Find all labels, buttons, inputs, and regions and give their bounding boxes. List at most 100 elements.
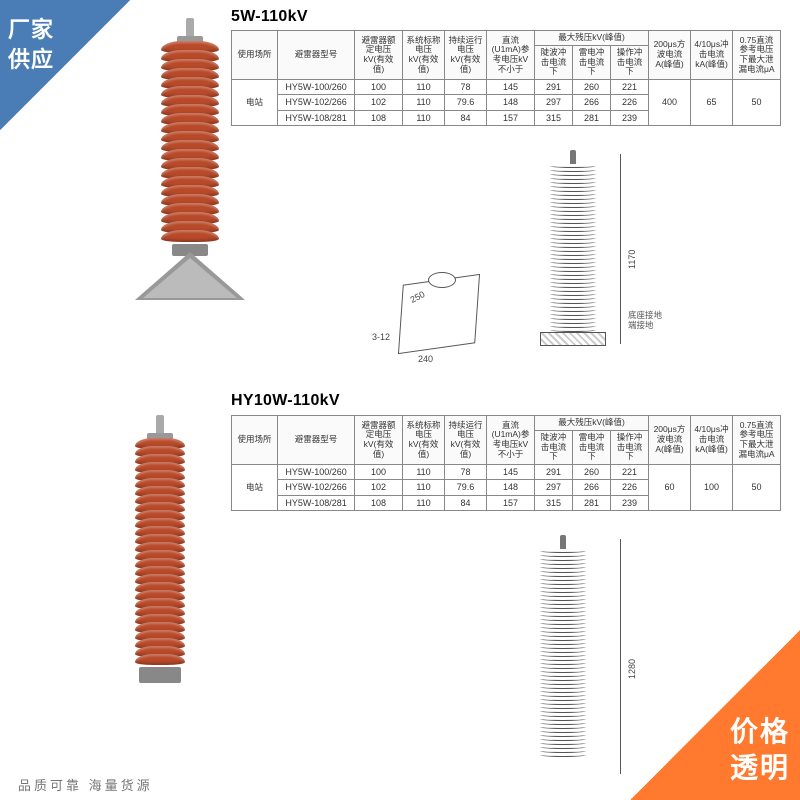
th-switch: 操作冲击电流下 xyxy=(611,430,649,464)
cell-steep: 291 xyxy=(535,80,573,95)
cell-rated: 102 xyxy=(355,480,403,495)
cell-place: 电站 xyxy=(232,80,278,126)
cell-rated: 108 xyxy=(355,495,403,510)
cell-place: 电站 xyxy=(232,465,278,511)
cell-switch: 239 xyxy=(611,110,649,125)
cell-model: HY5W-102/266 xyxy=(278,95,355,110)
price-badge: 价格 透明 xyxy=(630,630,800,800)
dim-width-240: 240 xyxy=(418,354,433,364)
cell-light: 281 xyxy=(573,110,611,125)
dim-hole: 3-12 xyxy=(372,332,390,342)
table-row: 电站HY5W-100/26010011078145291260221601005… xyxy=(232,465,781,480)
cell-switch: 221 xyxy=(611,80,649,95)
spec-table-2: 使用场所 避雷器型号 避雷器额定电压kV(有效值) 系统标称电压kV(有效值) … xyxy=(231,415,781,511)
diag-skirts-2 xyxy=(540,549,586,757)
cell-switch: 226 xyxy=(611,480,649,495)
arrester-tripod-base xyxy=(135,252,245,300)
cell-sys: 110 xyxy=(403,465,445,480)
cell-leak: 50 xyxy=(733,80,781,126)
cell-410: 65 xyxy=(691,80,733,126)
arrester-terminal xyxy=(186,18,194,36)
cell-dc: 145 xyxy=(487,465,535,480)
arrester-product-1 xyxy=(135,18,245,300)
cell-sq200: 400 xyxy=(649,80,691,126)
cell-steep: 315 xyxy=(535,495,573,510)
cell-model: HY5W-100/260 xyxy=(278,80,355,95)
cell-410: 100 xyxy=(691,465,733,511)
cell-light: 266 xyxy=(573,95,611,110)
cell-sys: 110 xyxy=(403,80,445,95)
cell-cont: 84 xyxy=(445,110,487,125)
cell-light: 260 xyxy=(573,465,611,480)
table-row: 电站HY5W-100/26010011078145291260221400655… xyxy=(232,80,781,95)
base-plate-cap xyxy=(428,272,456,288)
badge-br-line1: 价格 xyxy=(730,710,790,750)
cell-light: 260 xyxy=(573,80,611,95)
cell-model: HY5W-108/281 xyxy=(278,495,355,510)
cell-switch: 239 xyxy=(611,495,649,510)
badge-br-line2: 透明 xyxy=(730,746,790,786)
th-sq200: 200μs方波电流A(峰值) xyxy=(649,416,691,465)
cell-light: 281 xyxy=(573,495,611,510)
diag-terminal xyxy=(570,150,576,164)
th-dc: 直流(U1mA)参考电压kV不小于 xyxy=(487,416,535,465)
cell-rated: 100 xyxy=(355,465,403,480)
th-lightning: 雷电冲击电流下 xyxy=(573,430,611,464)
cell-sys: 110 xyxy=(403,480,445,495)
th-steep: 陡波冲击电流下 xyxy=(535,430,573,464)
cell-rated: 108 xyxy=(355,110,403,125)
th-cont: 持续运行电压kV(有效值) xyxy=(445,31,487,80)
cell-dc: 148 xyxy=(487,480,535,495)
cell-dc: 148 xyxy=(487,95,535,110)
cell-cont: 78 xyxy=(445,465,487,480)
th-sys: 系统标称电压kV(有效值) xyxy=(403,416,445,465)
diag-base xyxy=(540,332,606,346)
badge-tl-line2: 供应 xyxy=(8,42,54,74)
cell-model: HY5W-108/281 xyxy=(278,110,355,125)
arrester-terminal xyxy=(156,415,164,433)
cell-steep: 297 xyxy=(535,480,573,495)
arrester-skirts-1 xyxy=(161,44,219,242)
diagram-note: 底座接地端接地 xyxy=(628,310,668,330)
th-leak: 0.75直流参考电压下最大泄漏电流μA xyxy=(733,31,781,80)
arrester-square-base xyxy=(139,667,181,683)
th-410: 4/10μs冲击电流kA(峰值) xyxy=(691,416,733,465)
spec-table-1: 使用场所 避雷器型号 避雷器额定电压kV(有效值) 系统标称电压kV(有效值) … xyxy=(231,30,781,126)
diag-skirts-1 xyxy=(550,164,596,332)
cell-steep: 297 xyxy=(535,95,573,110)
cell-sq200: 60 xyxy=(649,465,691,511)
th-maxres: 最大残压kV(峰值) xyxy=(535,31,649,46)
th-rated: 避雷器额定电压kV(有效值) xyxy=(355,31,403,80)
cell-switch: 226 xyxy=(611,95,649,110)
cell-sys: 110 xyxy=(403,495,445,510)
cell-sys: 110 xyxy=(403,95,445,110)
cell-leak: 50 xyxy=(733,465,781,511)
supplier-badge: 厂家 供应 xyxy=(0,0,130,130)
diag-terminal xyxy=(560,535,566,549)
cell-dc: 157 xyxy=(487,110,535,125)
cell-light: 266 xyxy=(573,480,611,495)
cell-cont: 78 xyxy=(445,80,487,95)
th-switch: 操作冲击电流下 xyxy=(611,45,649,79)
dim-height-1: 1170 xyxy=(620,154,621,344)
cell-cont: 79.6 xyxy=(445,480,487,495)
th-model: 避雷器型号 xyxy=(278,31,355,80)
dim-height-1-label: 1170 xyxy=(627,250,637,269)
dimension-diagram-1: 1170 xyxy=(540,150,606,346)
cell-rated: 100 xyxy=(355,80,403,95)
th-lightning: 雷电冲击电流下 xyxy=(573,45,611,79)
th-leak: 0.75直流参考电压下最大泄漏电流μA xyxy=(733,416,781,465)
badge-tl-line1: 厂家 xyxy=(8,12,54,44)
cell-switch: 221 xyxy=(611,465,649,480)
cell-sys: 110 xyxy=(403,110,445,125)
base-plate-sketch: 250 3-12 240 xyxy=(370,270,500,370)
th-steep: 陡波冲击电流下 xyxy=(535,45,573,79)
cell-cont: 84 xyxy=(445,495,487,510)
th-cont: 持续运行电压kV(有效值) xyxy=(445,416,487,465)
cell-model: HY5W-102/266 xyxy=(278,480,355,495)
footer-slogan: 品质可靠 海量货源 xyxy=(18,775,153,794)
th-model: 避雷器型号 xyxy=(278,416,355,465)
th-sys: 系统标称电压kV(有效值) xyxy=(403,31,445,80)
cell-dc: 157 xyxy=(487,495,535,510)
dim-height-2: 1280 xyxy=(620,539,621,774)
